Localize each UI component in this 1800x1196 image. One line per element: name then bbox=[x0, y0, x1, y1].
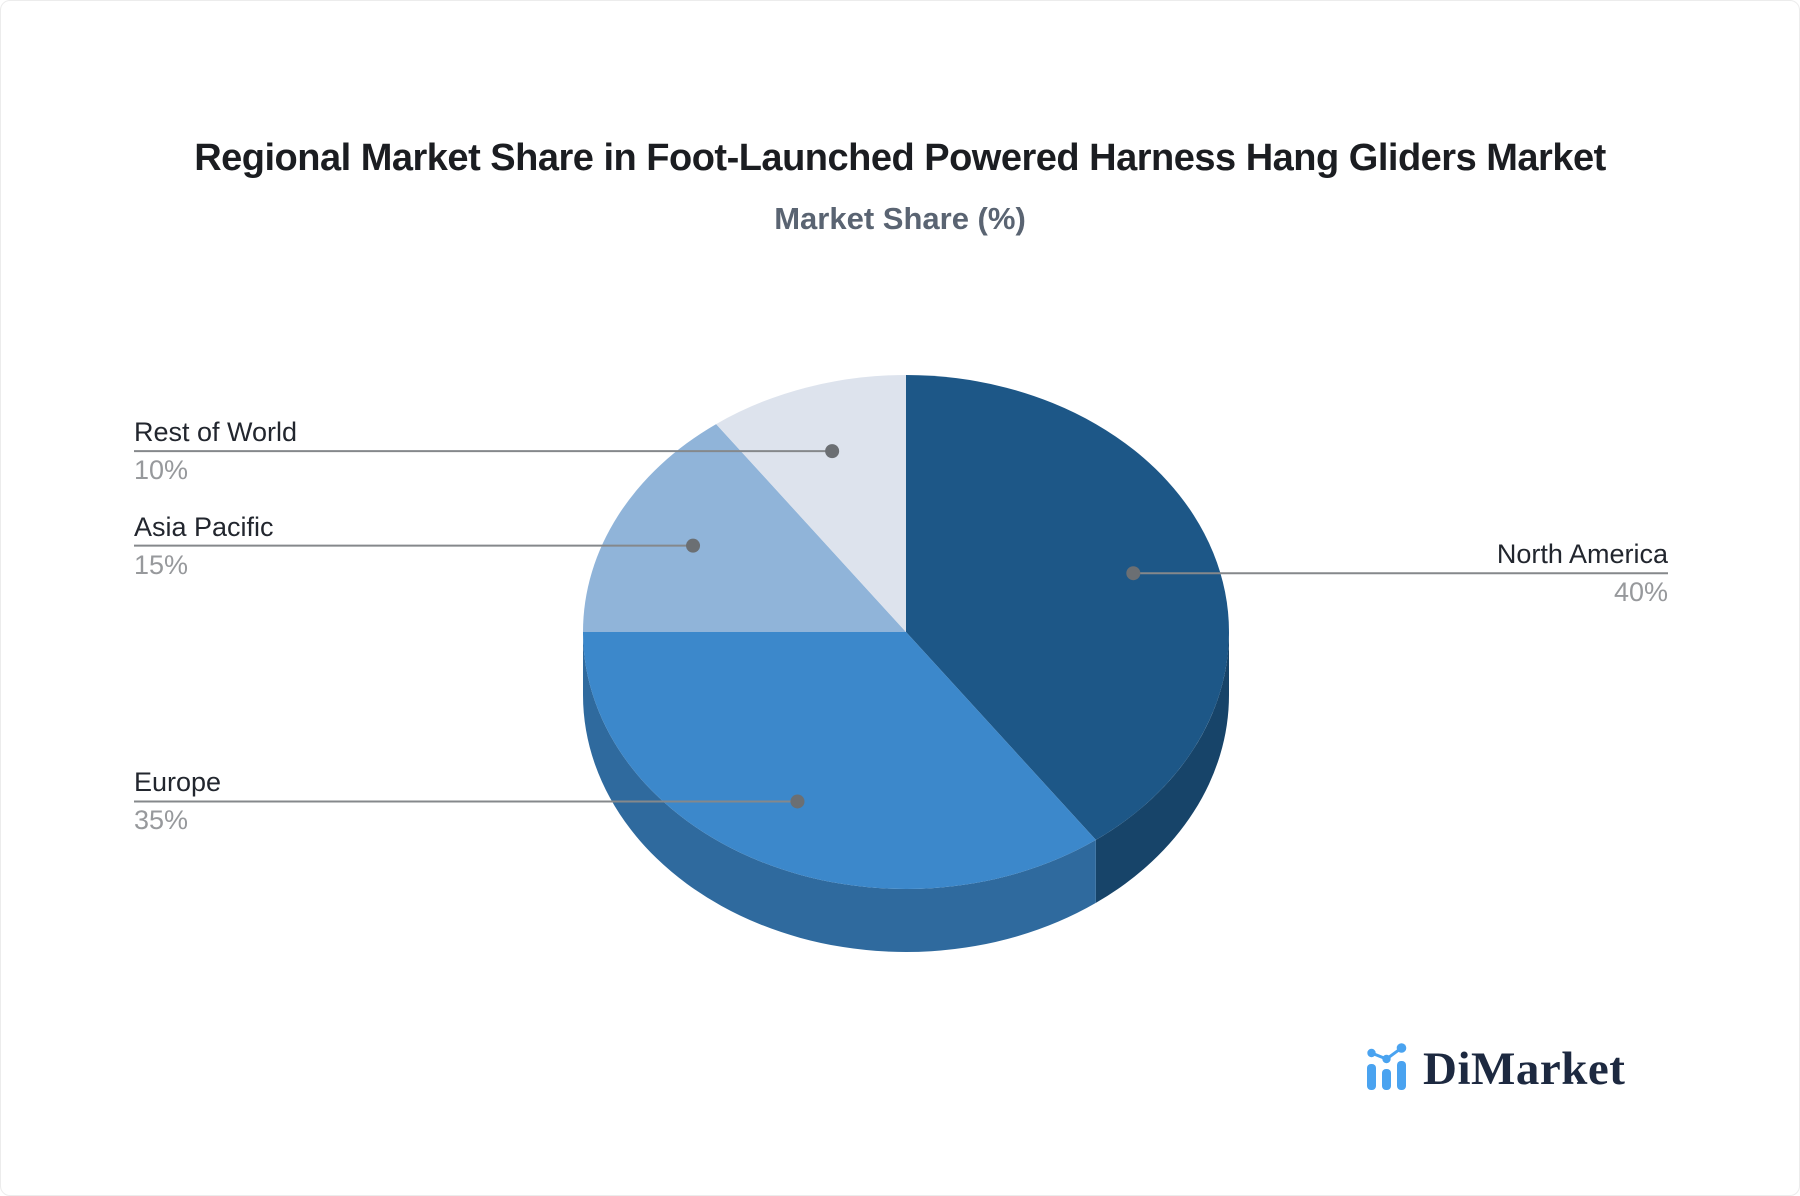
callout-dot bbox=[686, 538, 701, 553]
dimarket-logo: DiMarket bbox=[1364, 1043, 1625, 1093]
pie-rim-north-america bbox=[1095, 632, 1229, 903]
pie-rim-europe bbox=[583, 632, 1096, 952]
pie-slice-rest-of-world bbox=[716, 375, 906, 632]
pie-slice-asia-pacific bbox=[583, 424, 906, 632]
callout-dot bbox=[790, 794, 805, 809]
chart-subtitle: Market Share (%) bbox=[774, 201, 1026, 236]
chart-title: Regional Market Share in Foot-Launched P… bbox=[194, 137, 1606, 179]
callout-dot bbox=[825, 444, 840, 459]
bar-line-chart-icon bbox=[1367, 1043, 1407, 1090]
pie-slice-north-america bbox=[906, 375, 1229, 840]
callout-dot bbox=[1126, 566, 1141, 581]
dimarket-logo-text: DiMarket bbox=[1423, 1043, 1626, 1095]
pie-slice-europe bbox=[583, 632, 1096, 889]
